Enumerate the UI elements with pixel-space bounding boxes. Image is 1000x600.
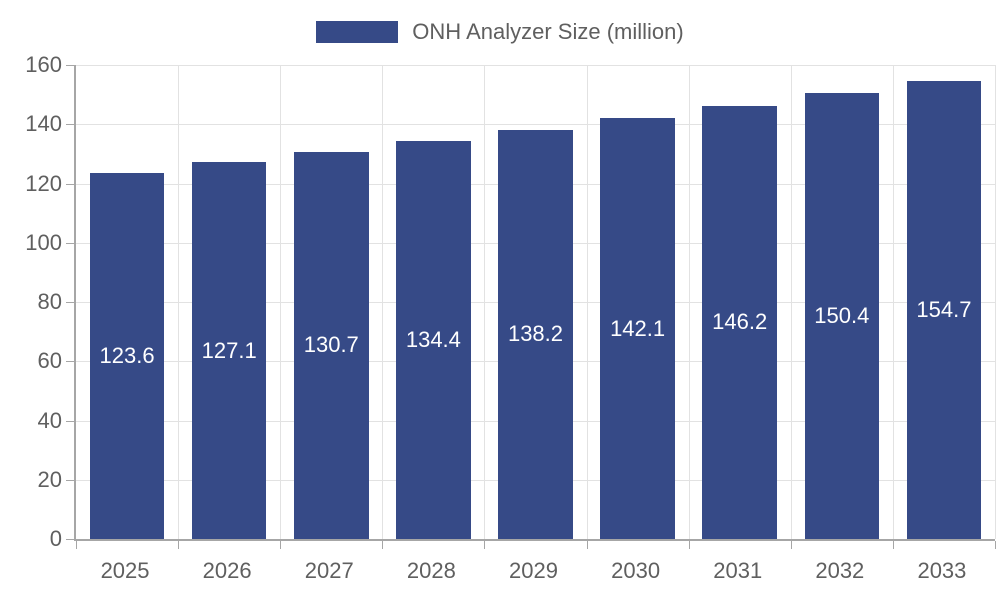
bar[interactable]: 130.7 (294, 151, 369, 539)
x-axis-tick (178, 541, 180, 549)
bar-value-label: 130.7 (303, 332, 359, 358)
gridline-vertical (688, 65, 690, 539)
x-axis-tick (280, 541, 282, 549)
y-axis-tick (66, 65, 74, 66)
bar[interactable]: 134.4 (396, 140, 471, 539)
x-axis-tick (892, 541, 894, 549)
y-tick-label: 80 (37, 289, 62, 314)
bar-value-label: 146.2 (712, 309, 768, 335)
y-tick-label: 20 (37, 466, 62, 492)
bar-value-label: 134.4 (405, 326, 461, 352)
y-axis: 0 20 40 60 80 100 120 140 160 (0, 52, 62, 551)
gridline-vertical (586, 65, 588, 539)
y-tick-label: 100 (25, 229, 62, 255)
x-tick-label: 2030 (611, 558, 661, 583)
x-tick-label: 2029 (509, 558, 558, 583)
x-axis-tick (688, 541, 690, 549)
bar-value-label: 127.1 (201, 337, 257, 363)
x-tick-label: 2033 (917, 558, 967, 583)
y-axis-tick (66, 242, 74, 244)
bar[interactable]: 150.4 (804, 93, 880, 539)
gridline-vertical (995, 65, 996, 539)
gridline-vertical (892, 65, 894, 539)
legend-label: ONH Analyzer Size (million) (412, 19, 684, 44)
bar[interactable]: 146.2 (702, 105, 777, 539)
y-axis-tick (66, 302, 74, 303)
x-axis-tick (76, 541, 77, 549)
y-axis-tick (66, 420, 74, 422)
bar[interactable]: 127.1 (191, 162, 267, 539)
gridline-vertical (382, 65, 384, 539)
x-tick-label: 2025 (100, 558, 150, 583)
bar[interactable]: 123.6 (89, 172, 165, 539)
y-tick-label: 0 (49, 526, 62, 551)
bar[interactable]: 138.2 (498, 129, 573, 539)
legend-swatch-icon (316, 21, 399, 43)
bar[interactable]: 142.1 (600, 118, 675, 539)
y-tick-label: 120 (25, 170, 62, 196)
y-tick-label: 60 (37, 348, 62, 374)
x-axis-tick (484, 541, 486, 549)
gridline-horizontal (76, 124, 995, 126)
x-axis-tick (586, 541, 588, 549)
x-axis-tick (790, 541, 792, 549)
x-tick-label: 2027 (304, 558, 354, 583)
y-axis-tick (66, 183, 74, 185)
gridline-horizontal (76, 65, 995, 66)
gridline-vertical (178, 65, 180, 539)
y-axis-tick (66, 361, 74, 363)
gridline-vertical (484, 65, 486, 539)
x-axis-tick (995, 541, 996, 549)
y-axis-tick (66, 479, 74, 481)
x-tick-label: 2026 (202, 558, 252, 583)
y-axis-tick (66, 539, 74, 540)
plot-area: 123.6 127.1 130.7 134.4 138.2 142.1 146.2 150.4… (66, 65, 996, 549)
legend[interactable]: ONH Analyzer Size (million) (0, 19, 1000, 45)
y-tick-label: 160 (25, 52, 62, 77)
gridline-vertical (280, 65, 282, 539)
y-axis-tick (66, 124, 74, 126)
bar-value-label: 138.2 (507, 321, 564, 347)
x-tick-label: 2028 (406, 558, 456, 583)
x-tick-label: 2031 (713, 558, 763, 583)
x-tick-label: 2032 (815, 558, 865, 583)
bar[interactable]: 154.7 (906, 80, 982, 539)
bar-value-label: 154.7 (916, 296, 972, 322)
x-axis: 2025 2026 2027 2028 2029 2030 2031 2032 2033 (74, 558, 993, 588)
y-tick-label: 140 (25, 111, 62, 137)
bar-value-label: 142.1 (610, 315, 666, 341)
gridline-vertical (790, 65, 792, 539)
x-axis-tick (382, 541, 384, 549)
bar-value-label: 123.6 (99, 342, 155, 368)
y-tick-label: 40 (37, 407, 62, 433)
bar-value-label: 150.4 (814, 303, 870, 329)
